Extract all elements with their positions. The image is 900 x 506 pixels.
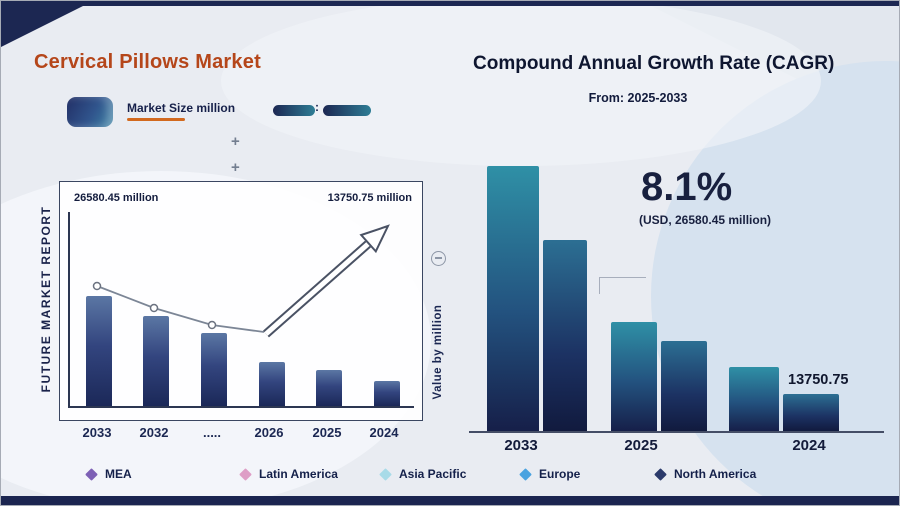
x-label: 2024 — [369, 425, 399, 440]
cagr-chart — [469, 166, 884, 433]
bar-2026 — [259, 362, 285, 406]
market-size-icon — [67, 97, 113, 127]
side-watermark: FUTURE MARKET REPORT — [39, 205, 53, 393]
bottom-strip — [1, 496, 899, 505]
diamond-icon — [654, 467, 667, 481]
legend-item-label: Latin America — [259, 467, 338, 481]
x-label: 2033 — [504, 437, 538, 454]
diamond-icon — [239, 467, 252, 481]
corner-ribbon — [1, 1, 93, 47]
pill-decor-icon — [323, 105, 371, 116]
legend-item-latin-america: Latin America — [239, 467, 338, 481]
bar-2025-secondary — [661, 340, 707, 431]
market-size-chart-panel: 26580.45 million 13750.75 million — [59, 181, 423, 421]
x-label: 2025 — [312, 425, 342, 440]
legend-item-europe: Europe — [519, 467, 581, 481]
chart-annotation-2033: 26580.45 million — [74, 192, 159, 204]
bar-mid — [201, 333, 227, 406]
diamond-icon — [85, 467, 98, 481]
bar-2033-primary — [487, 166, 539, 431]
chart-annotation-2024: 13750.75 million — [327, 192, 412, 204]
legend-item-label: Asia Pacific — [399, 467, 467, 481]
bar-2025-primary — [611, 322, 657, 431]
x-label: 2026 — [254, 425, 284, 440]
legend-underline — [127, 118, 185, 121]
legend-item-label: MEA — [105, 467, 132, 481]
bar-2025 — [316, 369, 342, 406]
legend-item-label: North America — [674, 467, 757, 481]
bar-2033 — [86, 296, 112, 406]
cagr-note: (USD, 26580.45 million) — [639, 213, 772, 227]
legend-item-label: Europe — [539, 467, 581, 481]
legend-item-asia-pacific: Asia Pacific — [379, 467, 467, 481]
x-label: 2025 — [624, 437, 658, 454]
top-strip — [1, 1, 899, 6]
pill-separator: : — [315, 100, 319, 114]
value-annotation: 13750.75 — [788, 372, 849, 388]
cagr-subtitle: From: 2025-2033 — [588, 91, 688, 105]
x-label: ..... — [202, 425, 222, 440]
legend-item-mea: MEA — [85, 467, 132, 481]
plus-icon: + — [231, 133, 240, 150]
x-label: 2032 — [139, 425, 169, 440]
diamond-icon — [519, 467, 532, 481]
circle-minus-icon — [431, 251, 446, 266]
x-label: 2024 — [792, 437, 826, 454]
step-line-decor — [599, 277, 646, 294]
plus-icon: + — [231, 159, 240, 176]
bar-2024 — [374, 380, 400, 406]
x-label: 2033 — [82, 425, 112, 440]
bar-2024-secondary — [783, 393, 839, 431]
bar-2032 — [143, 315, 169, 406]
chart-plot-area — [68, 212, 414, 408]
diamond-icon — [379, 467, 392, 481]
page-title: Cervical Pillows Market — [34, 51, 261, 73]
pill-decor-icon — [273, 105, 315, 116]
y-axis-label: Value by million — [432, 304, 444, 400]
bar-2024-primary — [729, 367, 779, 431]
cagr-title: Compound Annual Growth Rate (CAGR) — [473, 53, 835, 74]
legend-label: Market Size million — [127, 101, 236, 115]
legend-item-north-america: North America — [654, 467, 757, 481]
bar-2033-secondary — [543, 240, 587, 431]
cagr-value: 8.1% — [641, 165, 733, 209]
